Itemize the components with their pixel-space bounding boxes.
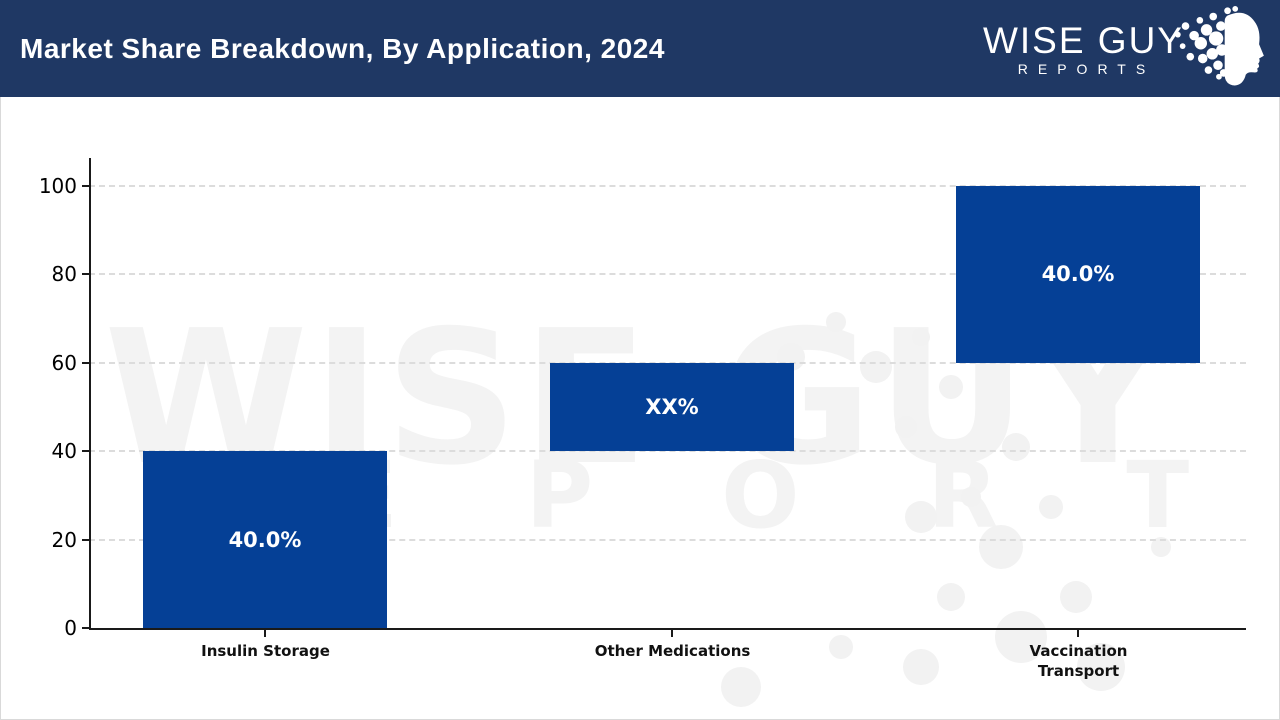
brand-logo-text: WISE GUY REPORTS — [983, 22, 1184, 77]
y-tick-100 — [82, 185, 89, 187]
gridline-20 — [89, 538, 1246, 541]
gridline-80 — [89, 273, 1246, 276]
y-tick-80 — [82, 273, 89, 276]
y-tick-label: 40 — [51, 439, 77, 464]
y-tick-label: 80 — [51, 262, 77, 287]
bar-2: XX% — [550, 362, 794, 452]
y-axis — [89, 158, 91, 630]
gridline-40 — [89, 450, 1246, 453]
x-tick-label: Insulin Storage — [201, 642, 330, 660]
x-tick-label: Other Medications — [594, 642, 751, 660]
x-tick-3 — [1077, 630, 1079, 637]
y-tick-60 — [82, 361, 89, 364]
brand-logo-line2: REPORTS — [1017, 60, 1156, 77]
gridline-100 — [89, 185, 1246, 187]
chart-panel: WISE GUY R E P O R T S 02040608010040.0%… — [0, 97, 1280, 720]
x-tick-2 — [671, 630, 673, 637]
bar-value-label: XX% — [645, 394, 699, 419]
y-tick-40 — [82, 450, 89, 453]
brand-logo: WISE GUY REPORTS — [983, 6, 1266, 92]
x-axis — [89, 628, 1246, 630]
x-tick-1 — [264, 630, 266, 637]
y-tick-0 — [82, 627, 89, 629]
y-tick-label: 100 — [38, 174, 77, 198]
y-tick-20 — [82, 538, 89, 541]
x-tick-label: Vaccination Transport — [1029, 642, 1128, 680]
brand-logo-line1: WISE GUY — [982, 19, 1184, 61]
header: Market Share Breakdown, By Application, … — [0, 0, 1280, 97]
bar-3: 40.0% — [956, 186, 1200, 363]
y-tick-label: 0 — [64, 616, 77, 640]
logo-face-icon — [1175, 6, 1264, 86]
watermark-dots-icon — [721, 312, 1171, 707]
y-tick-label: 20 — [51, 527, 77, 552]
bar-value-label: 40.0% — [1041, 262, 1115, 287]
bar-1: 40.0% — [143, 451, 387, 628]
page-title: Market Share Breakdown, By Application, … — [20, 32, 665, 64]
y-tick-label: 60 — [51, 350, 77, 375]
bar-value-label: 40.0% — [228, 527, 302, 552]
